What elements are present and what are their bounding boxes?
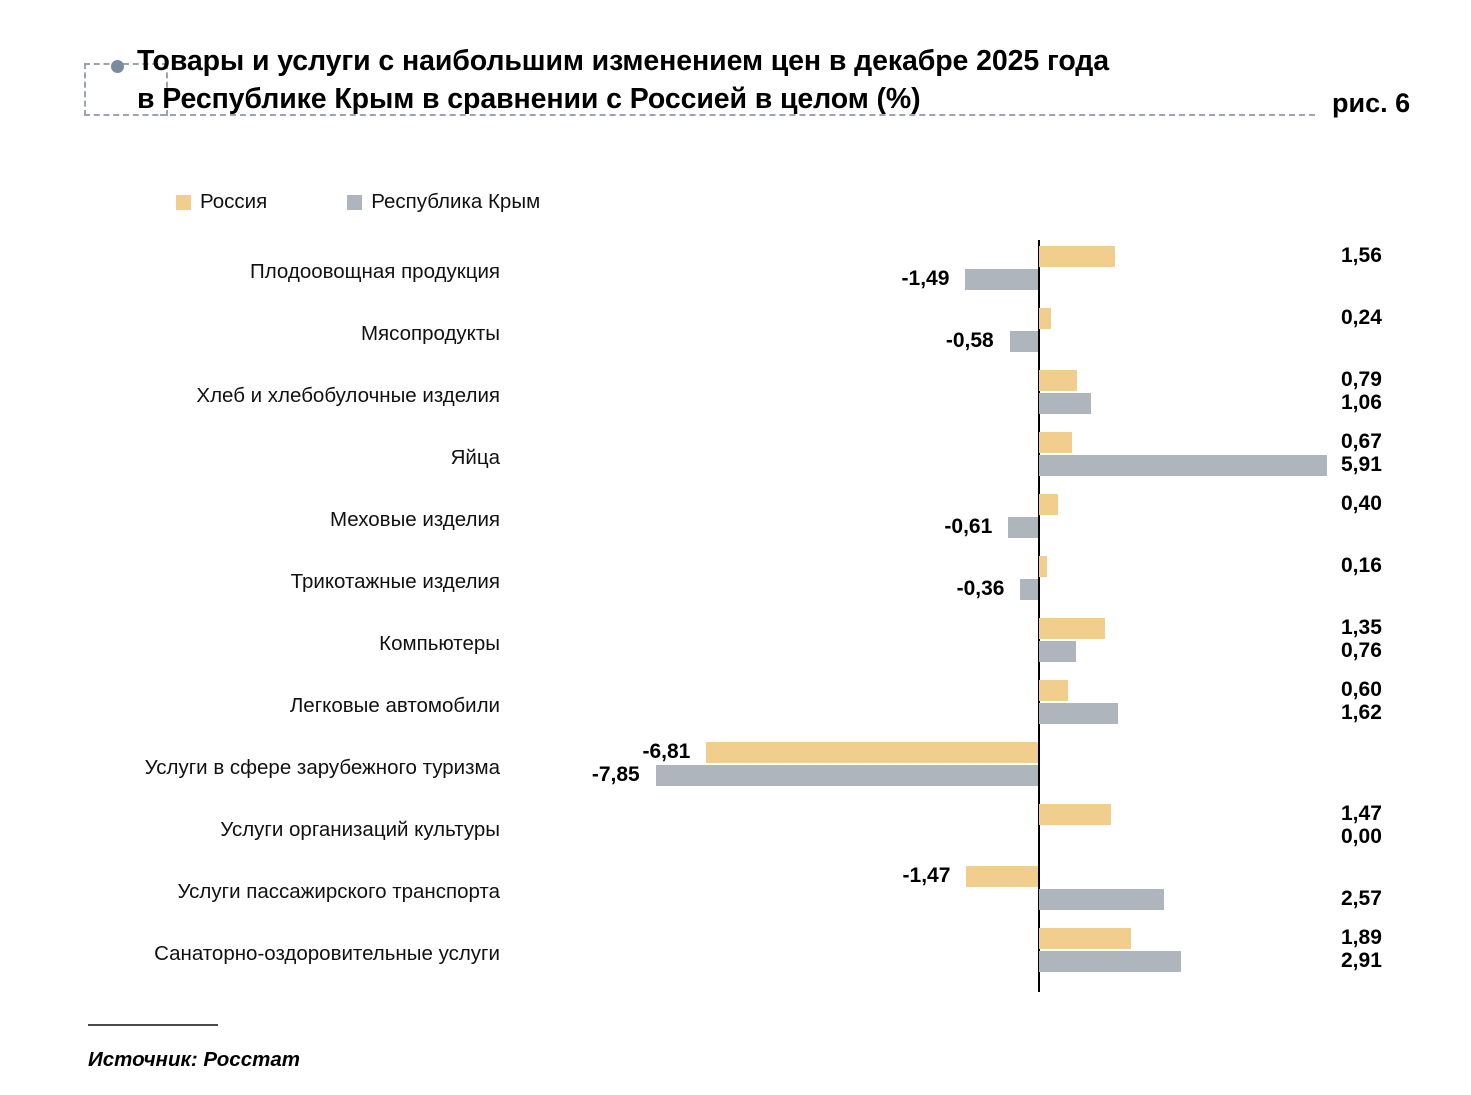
category-label: Услуги организаций культуры [220,818,500,841]
value-label: 0,24 [1341,306,1382,329]
bar-russia[interactable] [1039,618,1105,639]
bar-russia[interactable] [1039,308,1051,329]
value-label: 1,35 [1341,616,1382,639]
chart-row: Хлеб и хлебобулочные изделия 0,79 1,06 [0,364,1471,426]
value-label: -6,81 [642,740,691,763]
category-label: Легковые автомобили [289,694,500,717]
bar-crimea[interactable] [1039,455,1327,476]
bar-russia[interactable] [1039,556,1047,577]
category-label: Плодоовощная продукция [249,260,500,283]
value-label: -1,47 [902,864,951,887]
bar-crimea[interactable] [1039,393,1091,414]
title-dashed-underline [160,114,1315,116]
title-block: Товары и услуги с наибольшим изменением … [0,0,1471,140]
value-label: 1,47 [1341,802,1382,825]
bar-crimea[interactable] [1039,951,1181,972]
figure-number: рис. 6 [1332,88,1411,118]
value-label: -0,36 [956,577,1005,600]
chart-legend: Россия Республика Крым [176,190,540,214]
bar-crimea[interactable] [1009,331,1038,352]
bar-crimea[interactable] [655,765,1038,786]
category-label: Трикотажные изделия [290,570,500,593]
bar-russia[interactable] [1039,432,1072,453]
value-label: 1,62 [1341,701,1382,724]
bar-crimea[interactable] [1039,641,1076,662]
category-label: Услуги в сфере зарубежного туризма [144,756,500,779]
source-note: Источник: Росстат [88,1048,300,1071]
chart-row: Услуги в сфере зарубежного туризма -6,81-… [0,736,1471,798]
legend-label-crimea: Республика Крым [371,190,541,213]
category-label: Компьютеры [379,632,500,655]
bar-russia[interactable] [1039,370,1078,391]
decorative-dot-icon [111,60,124,73]
bar-russia[interactable] [1039,246,1115,267]
bar-russia[interactable] [1039,680,1069,701]
legend-item-russia[interactable]: Россия [176,190,267,214]
value-label: 0,60 [1341,678,1382,701]
page-title: Товары и услуги с наибольшим изменением … [137,45,1110,116]
chart-row: Компьютеры 1,35 0,76 [0,612,1471,674]
zero-axis-line [1038,240,1040,992]
bar-crimea[interactable] [1039,703,1118,724]
legend-swatch-crimea [347,194,363,210]
bar-crimea[interactable] [1008,517,1038,538]
value-label: 0,00 [1341,825,1382,848]
legend-item-crimea[interactable]: Республика Крым [347,190,540,214]
bar-crimea[interactable] [965,269,1038,290]
bar-crimea[interactable] [1020,579,1038,600]
chart-row: Услуги пассажирского транспорта -1,47 2,57 [0,860,1471,922]
chart-row: Меховые изделия 0,40 -0,61 [0,488,1471,550]
footer-divider [88,1024,218,1026]
value-label: 2,91 [1341,949,1382,972]
category-label: Меховые изделия [330,508,500,531]
chart-row: Санаторно-оздоровительные услуги 1,89 2,91 [0,922,1471,984]
category-label: Мясопродукты [360,322,500,345]
bar-russia[interactable] [1039,804,1111,825]
value-label: 1,89 [1341,926,1382,949]
value-label: 0,40 [1341,492,1382,515]
legend-swatch-russia [176,194,191,210]
value-label: 0,76 [1341,639,1382,662]
value-label: -0,58 [945,329,994,352]
value-label: 1,06 [1341,391,1382,414]
bar-russia[interactable] [966,866,1038,887]
value-label: 0,67 [1341,430,1382,453]
value-label: -7,85 [591,763,640,786]
value-label: -0,61 [944,515,993,538]
value-label: 0,16 [1341,554,1382,577]
value-label: 0,79 [1341,368,1382,391]
value-label: -1,49 [901,267,950,290]
bar-crimea[interactable] [1039,889,1165,910]
category-label: Яйца [450,446,500,469]
category-label: Услуги пассажирского транспорта [177,880,500,903]
chart-row: Плодоовощная продукция 1,56 -1,49 [0,240,1471,302]
value-label: 5,91 [1341,453,1382,476]
bar-russia[interactable] [1039,928,1132,949]
chart-row: Легковые автомобили 0,60 1,62 [0,674,1471,736]
category-label: Санаторно-оздоровительные услуги [154,942,500,965]
chart-row: Трикотажные изделия 0,16 -0,36 [0,550,1471,612]
value-label: 1,56 [1341,244,1382,267]
decorative-dashed-box [84,63,168,116]
bar-russia[interactable] [1039,494,1059,515]
chart-row: Услуги организаций культуры 1,47 0,00 [0,798,1471,860]
legend-label-russia: Россия [200,190,268,213]
value-label: 2,57 [1341,887,1382,910]
chart-row: Яйца 0,67 5,91 [0,426,1471,488]
chart-row: Мясопродукты 0,24 -0,58 [0,302,1471,364]
category-label: Хлеб и хлебобулочные изделия [196,384,500,407]
chart-plot-area: Плодоовощная продукция 1,56 -1,49 Мясопроду… [0,232,1471,998]
bar-russia[interactable] [706,742,1038,763]
